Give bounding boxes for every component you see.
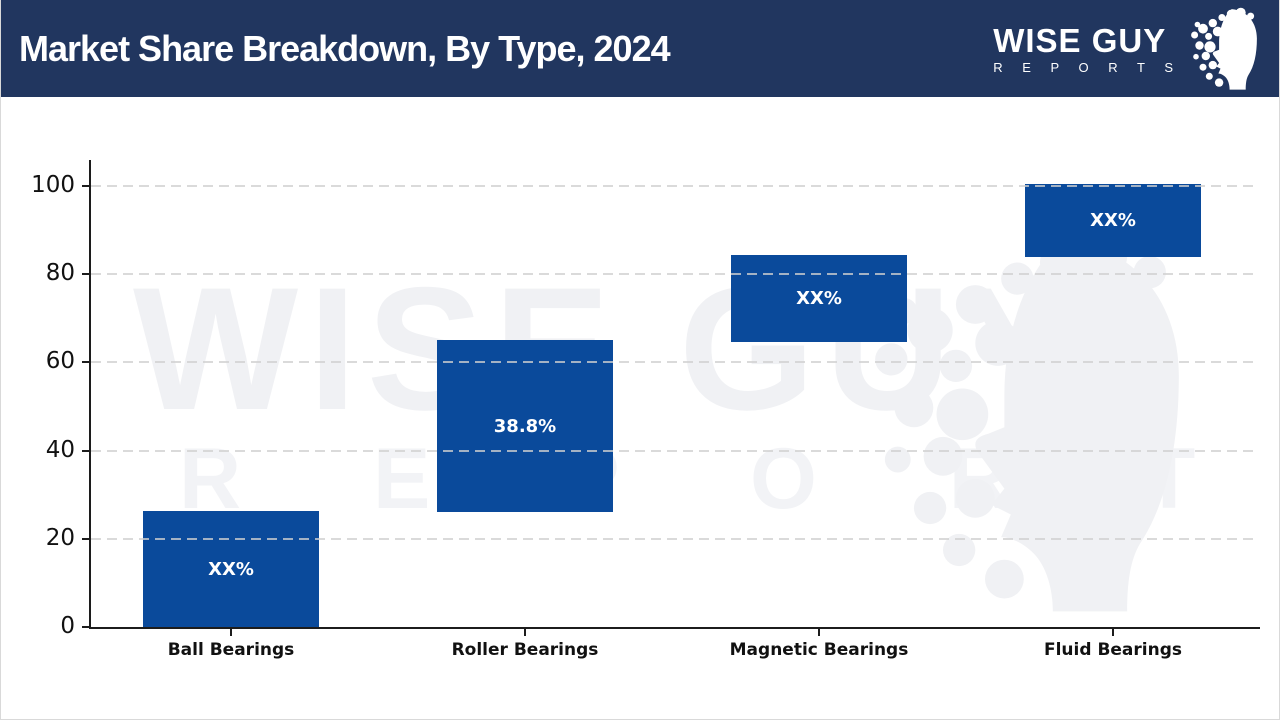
y-tick-label-20: 20 [45,524,75,551]
bar-value-label: XX% [208,558,254,580]
logo-wordmark: WISE GUY R E P O R T S [993,24,1181,74]
y-tick-label-0: 0 [60,613,75,639]
x-tick-1 [230,629,232,636]
y-tick-0 [82,626,90,628]
y-tick-label-40: 40 [45,436,75,463]
y-tick-label-80: 80 [45,260,75,287]
logo-head-icon [1191,7,1257,90]
x-tick-2 [524,629,526,636]
wise-guy-logo: WISE GUY R E P O R T S [993,7,1263,91]
bar-magnetic-bearings: XX% [731,254,907,343]
y-axis-line [89,160,91,629]
bar-value-label: XX% [796,287,842,309]
gridline-20 [91,537,1256,540]
gridline-100 [91,185,1256,187]
gridline-80 [91,273,1256,276]
bar-value-label: 38.8% [493,415,557,437]
bar-value-label: XX% [1090,209,1136,231]
y-tick-60 [82,361,90,364]
y-tick-40 [82,449,90,452]
y-tick-label-60: 60 [45,348,75,375]
bar-ball-bearings: XX% [143,511,319,627]
x-category-label: Ball Bearings [167,640,295,660]
y-tick-100 [82,185,90,187]
x-tick-3 [818,629,820,636]
bar-roller-bearings: 38.8% [437,340,613,512]
y-tick-20 [82,537,90,540]
gridline-60 [91,361,1256,364]
y-tick-label-100: 100 [31,172,75,198]
x-category-label: Roller Bearings [451,640,599,660]
x-category-label: Magnetic Bearings [729,640,909,660]
bar-fluid-bearings: XX% [1025,183,1201,257]
logo-line2: R E P O R T S [993,59,1181,75]
x-category-label: Fluid Bearings [1043,640,1183,660]
y-tick-80 [82,273,90,276]
logo-line1: WISE GUY [993,21,1167,59]
chart-title: Market Share Breakdown, By Type, 2024 [19,27,671,69]
header: Market Share Breakdown, By Type, 2024 WI… [1,0,1279,97]
x-axis-line [89,627,1260,629]
x-tick-4 [1112,629,1114,636]
gridline-40 [91,449,1256,452]
